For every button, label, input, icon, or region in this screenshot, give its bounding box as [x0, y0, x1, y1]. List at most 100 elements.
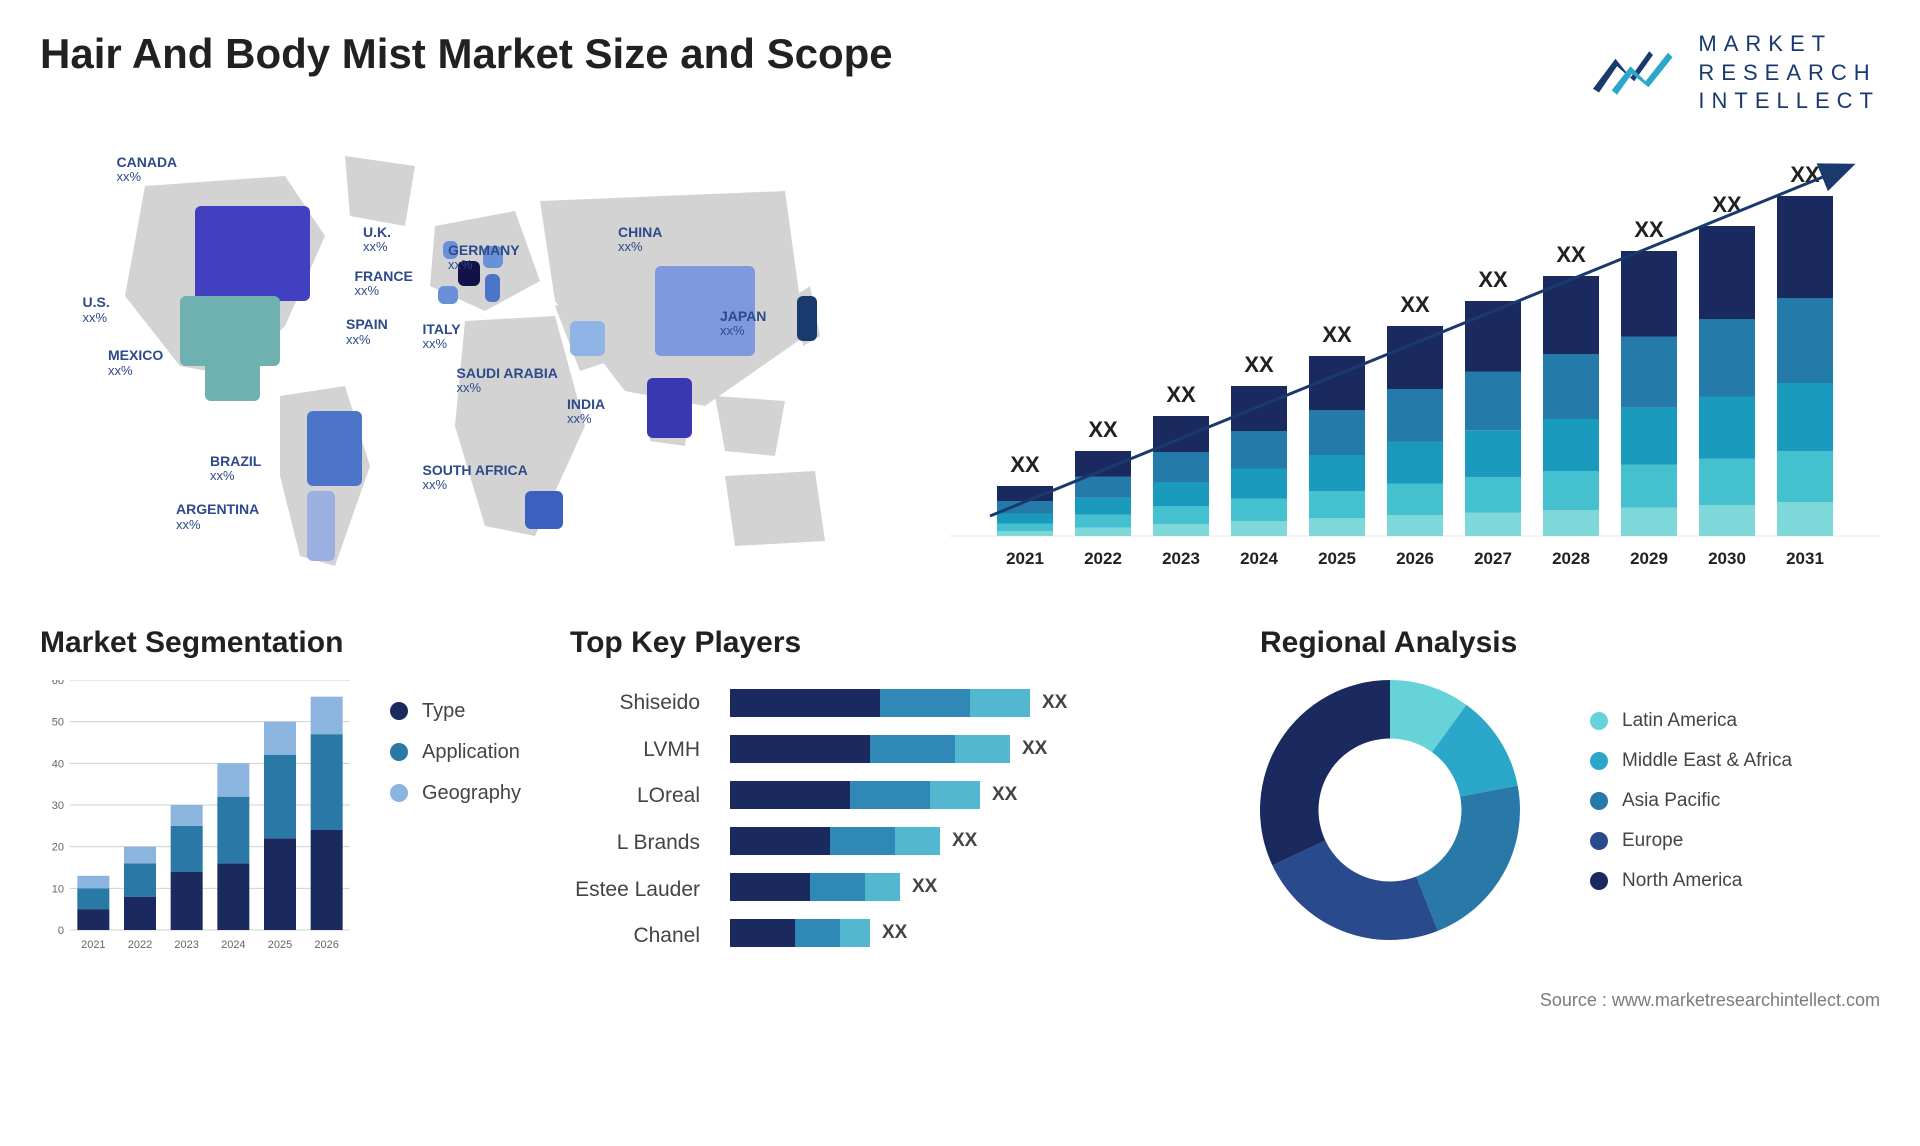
svg-text:2024: 2024 — [1240, 549, 1278, 568]
svg-text:XX: XX — [1400, 292, 1430, 317]
svg-text:2026: 2026 — [314, 939, 338, 951]
svg-text:50: 50 — [52, 716, 64, 728]
player-bar-seg — [840, 919, 870, 947]
legend-swatch-icon — [1590, 872, 1608, 890]
svg-text:2022: 2022 — [1084, 549, 1122, 568]
svg-text:2023: 2023 — [1162, 549, 1200, 568]
legend-label: Latin America — [1622, 710, 1737, 732]
regional-legend-item: North America — [1590, 870, 1792, 892]
player-bar — [730, 873, 900, 901]
player-row: XX — [730, 772, 1150, 818]
svg-text:2021: 2021 — [81, 939, 105, 951]
player-row: XX — [730, 680, 1150, 726]
player-bar — [730, 735, 1010, 763]
bottom-row: Market Segmentation 01020304050602021202… — [40, 626, 1880, 960]
player-value-label: XX — [882, 922, 907, 944]
logo-line3: INTELLECT — [1698, 87, 1880, 116]
map-label-south-africa: SOUTH AFRICAxx% — [423, 463, 528, 493]
source-text: Source : www.marketresearchintellect.com — [40, 990, 1880, 1011]
player-bar-seg — [930, 781, 980, 809]
player-bar-seg — [730, 873, 810, 901]
svg-text:60: 60 — [52, 680, 64, 687]
player-row: XX — [730, 910, 1150, 956]
player-value-label: XX — [912, 876, 937, 898]
legend-label: Application — [422, 741, 520, 764]
growth-chart: XX 2021 XX 2022 XX 2023 XX 2024 XX 2025 XX 2026 XX 20… — [950, 146, 1880, 586]
page-title: Hair And Body Mist Market Size and Scope — [40, 30, 893, 78]
map-label-saudi-arabia: SAUDI ARABIAxx% — [457, 366, 558, 396]
legend-label: Asia Pacific — [1622, 790, 1720, 812]
player-bar-seg — [830, 827, 895, 855]
regional-donut-chart — [1260, 680, 1520, 940]
map-label-u-s-: U.S.xx% — [83, 295, 110, 325]
logo-line1: MARKET — [1698, 30, 1880, 59]
regional-legend-item: Europe — [1590, 830, 1792, 852]
player-bar — [730, 689, 1030, 717]
player-value-label: XX — [992, 784, 1017, 806]
legend-swatch-icon — [390, 784, 408, 802]
svg-text:XX: XX — [1166, 382, 1196, 407]
legend-swatch-icon — [1590, 712, 1608, 730]
logo-mark-icon — [1593, 40, 1683, 105]
svg-text:XX: XX — [1010, 452, 1040, 477]
player-bar-seg — [865, 873, 900, 901]
svg-text:XX: XX — [1478, 267, 1508, 292]
seg-legend-item: Geography — [390, 782, 521, 805]
legend-swatch-icon — [390, 743, 408, 761]
logo-line2: RESEARCH — [1698, 59, 1880, 88]
svg-text:XX: XX — [1244, 352, 1274, 377]
legend-swatch-icon — [1590, 752, 1608, 770]
regional-panel: Regional Analysis Latin AmericaMiddle Ea… — [1260, 626, 1880, 940]
svg-text:XX: XX — [1088, 417, 1118, 442]
player-bar-seg — [895, 827, 940, 855]
player-value-label: XX — [1042, 692, 1067, 714]
segmentation-panel: Market Segmentation 01020304050602021202… — [40, 626, 560, 960]
svg-text:20: 20 — [52, 841, 64, 853]
regional-legend-item: Middle East & Africa — [1590, 750, 1792, 772]
player-row: XX — [730, 864, 1150, 910]
legend-swatch-icon — [1590, 832, 1608, 850]
map-label-india: INDIAxx% — [567, 397, 605, 427]
player-name: L Brands — [570, 831, 700, 855]
legend-label: North America — [1622, 870, 1742, 892]
seg-legend-item: Type — [390, 700, 521, 723]
map-label-brazil: BRAZILxx% — [210, 454, 261, 484]
legend-swatch-icon — [390, 702, 408, 720]
svg-text:30: 30 — [52, 800, 64, 812]
segmentation-legend: Type Application Geography — [390, 700, 521, 960]
logo-text: MARKET RESEARCH INTELLECT — [1698, 30, 1880, 116]
regional-legend-item: Latin America — [1590, 710, 1792, 732]
svg-text:2026: 2026 — [1396, 549, 1434, 568]
player-bar-seg — [870, 735, 955, 763]
svg-text:2025: 2025 — [1318, 549, 1356, 568]
segmentation-chart: 0102030405060202120222023202420252026 — [40, 680, 350, 960]
svg-text:0: 0 — [58, 925, 64, 937]
regional-legend: Latin America Middle East & Africa Asia Pa… — [1590, 710, 1792, 910]
svg-text:2022: 2022 — [128, 939, 152, 951]
player-bar — [730, 919, 870, 947]
map-label-mexico: MEXICOxx% — [108, 348, 163, 378]
legend-label: Geography — [422, 782, 521, 805]
svg-text:XX: XX — [1556, 242, 1586, 267]
player-bar — [730, 827, 940, 855]
player-bar-seg — [970, 689, 1030, 717]
svg-text:40: 40 — [52, 758, 64, 770]
player-value-label: XX — [1022, 738, 1047, 760]
map-label-spain: SPAINxx% — [346, 317, 388, 347]
map-label-italy: ITALYxx% — [423, 322, 461, 352]
map-label-argentina: ARGENTINAxx% — [176, 502, 259, 532]
player-value-label: XX — [952, 830, 977, 852]
svg-text:XX: XX — [1634, 217, 1664, 242]
svg-text:2030: 2030 — [1708, 549, 1746, 568]
map-label-china: CHINAxx% — [618, 225, 662, 255]
players-labels: ShiseidoLVMHLOrealL BrandsEstee LauderCh… — [570, 680, 700, 960]
top-row: CANADAxx%U.S.xx%MEXICOxx%BRAZILxx%ARGENT… — [40, 146, 1880, 586]
player-bar-seg — [730, 919, 795, 947]
svg-text:2021: 2021 — [1006, 549, 1044, 568]
player-bar-seg — [850, 781, 930, 809]
players-title: Top Key Players — [570, 626, 1250, 660]
players-panel: Top Key Players ShiseidoLVMHLOrealL Bran… — [570, 626, 1250, 960]
legend-label: Type — [422, 700, 465, 723]
map-label-germany: GERMANYxx% — [448, 243, 520, 273]
svg-text:2028: 2028 — [1552, 549, 1590, 568]
